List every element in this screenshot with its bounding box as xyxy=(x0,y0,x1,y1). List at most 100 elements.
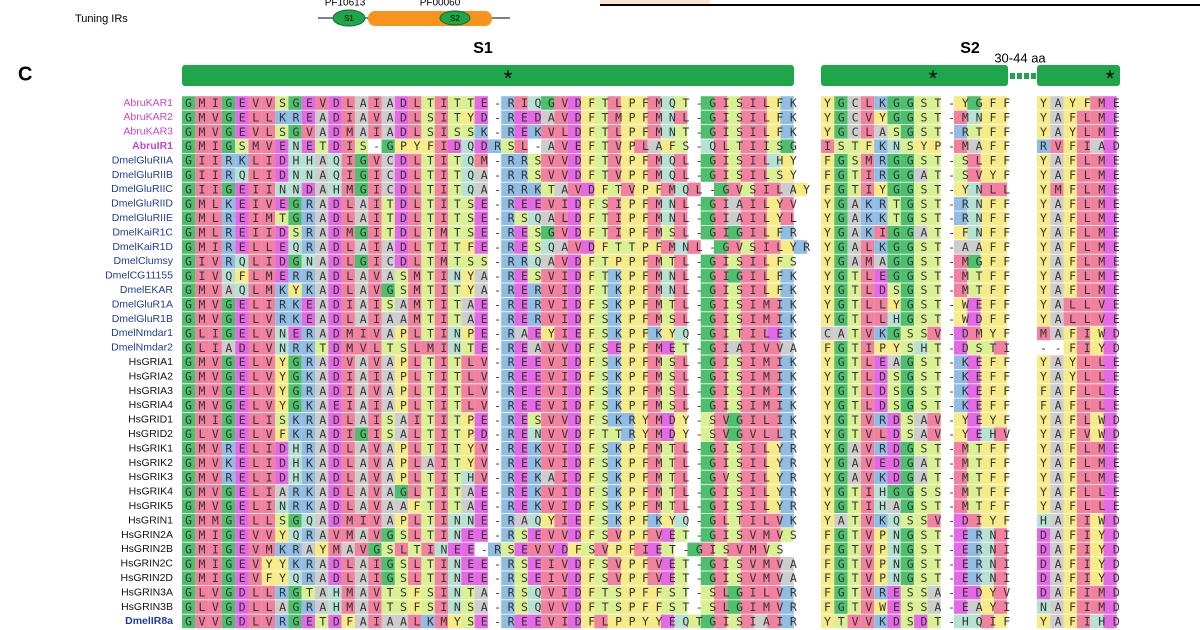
residue-shade xyxy=(248,153,262,168)
residue-shade xyxy=(421,139,435,153)
residue-shade xyxy=(474,341,488,355)
residue-shade xyxy=(261,110,276,125)
residue-shade xyxy=(315,125,329,139)
residue-shade xyxy=(461,110,475,125)
residue-shade xyxy=(248,269,262,283)
residue-shade xyxy=(182,341,196,355)
residue-shade xyxy=(501,614,515,629)
residue-shade xyxy=(634,528,648,542)
residue-shade xyxy=(1050,355,1064,369)
residue-shade xyxy=(182,499,196,513)
residue-shade xyxy=(554,283,568,297)
residue-shade xyxy=(541,125,555,139)
residue-shade xyxy=(634,283,648,297)
residue-shade xyxy=(448,614,462,629)
residue-shade xyxy=(860,125,875,139)
residue-shade xyxy=(195,341,209,355)
residue-shade xyxy=(368,341,382,355)
residue-shade xyxy=(634,499,648,513)
residue-shade xyxy=(567,326,581,341)
residue-shade xyxy=(700,139,714,153)
residue-shade xyxy=(1076,254,1091,269)
residue-shade xyxy=(1037,456,1051,470)
residue-shade xyxy=(394,240,409,254)
residue-shade xyxy=(1063,600,1077,614)
residue-shade xyxy=(634,614,648,629)
residue-shade xyxy=(328,557,342,571)
residue-shade xyxy=(767,542,781,557)
residue-shade xyxy=(607,571,621,585)
residue-shade xyxy=(354,542,369,557)
residue-shade xyxy=(887,225,901,240)
residue-shade xyxy=(980,528,994,542)
residue-shade xyxy=(727,197,741,211)
residue-shade xyxy=(927,153,941,168)
residue-shade xyxy=(368,312,382,326)
residue-shade xyxy=(501,456,515,470)
residue-shade xyxy=(821,571,835,585)
residue-shade xyxy=(408,456,422,470)
residue-shade xyxy=(660,485,675,499)
residue-shade xyxy=(753,168,768,182)
residue-shade xyxy=(354,557,369,571)
residue-shade xyxy=(674,168,688,182)
residue-shade xyxy=(1103,600,1117,614)
residue-shade xyxy=(660,312,675,326)
residue-shade xyxy=(660,125,675,139)
residue-shade xyxy=(275,600,289,614)
sequence-name: DmelEKAR xyxy=(120,284,174,296)
residue-shade xyxy=(740,225,754,240)
residue-shade xyxy=(408,485,422,499)
residue-shade xyxy=(1050,269,1064,283)
residue-shade xyxy=(341,297,355,312)
residue-shade xyxy=(607,456,621,470)
residue-shade xyxy=(182,297,196,312)
residue-shade xyxy=(474,369,488,384)
residue-shade xyxy=(660,96,675,110)
residue-shade xyxy=(248,312,262,326)
residue-shade xyxy=(634,369,648,384)
residue-shade xyxy=(368,585,382,600)
residue-shade xyxy=(381,427,395,441)
residue-shade xyxy=(740,326,754,341)
residue-shade xyxy=(980,197,994,211)
residue-shade xyxy=(1050,470,1064,485)
residue-shade xyxy=(874,456,888,470)
residue-shade xyxy=(381,96,395,110)
residue-shade xyxy=(914,312,928,326)
residue-shade xyxy=(514,153,528,168)
residue-shade xyxy=(821,269,835,283)
residue-shade xyxy=(1103,182,1117,197)
residue-shade xyxy=(1063,153,1077,168)
residue-shade xyxy=(261,225,276,240)
sequence-name: HsGRIK5 xyxy=(129,500,174,512)
residue-shade xyxy=(647,211,661,225)
residue-shade xyxy=(567,398,581,413)
residue-shade xyxy=(527,456,542,470)
residue-shade xyxy=(727,398,741,413)
residue-shade xyxy=(501,528,515,542)
residue-shade xyxy=(514,499,528,513)
residue-shade xyxy=(235,225,249,240)
residue-shade xyxy=(993,542,1008,557)
residue-shade xyxy=(767,312,781,326)
residue-shade xyxy=(261,182,276,197)
residue-shade xyxy=(594,499,608,513)
residue-shade xyxy=(753,528,768,542)
residue-shade xyxy=(674,96,688,110)
residue-shade xyxy=(328,571,342,585)
residue-shade xyxy=(394,571,409,585)
residue-shade xyxy=(527,297,542,312)
residue-shade xyxy=(328,513,342,528)
residue-shade xyxy=(1090,513,1104,528)
residue-shade xyxy=(993,427,1008,441)
residue-shade xyxy=(607,542,621,557)
residue-shade xyxy=(834,254,848,269)
residue-shade xyxy=(767,456,781,470)
residue-shade xyxy=(221,600,236,614)
residue-shade xyxy=(727,441,741,456)
residue-shade xyxy=(514,341,528,355)
residue-shade xyxy=(301,197,315,211)
residue-shade xyxy=(620,269,635,283)
residue-shade xyxy=(195,614,209,629)
